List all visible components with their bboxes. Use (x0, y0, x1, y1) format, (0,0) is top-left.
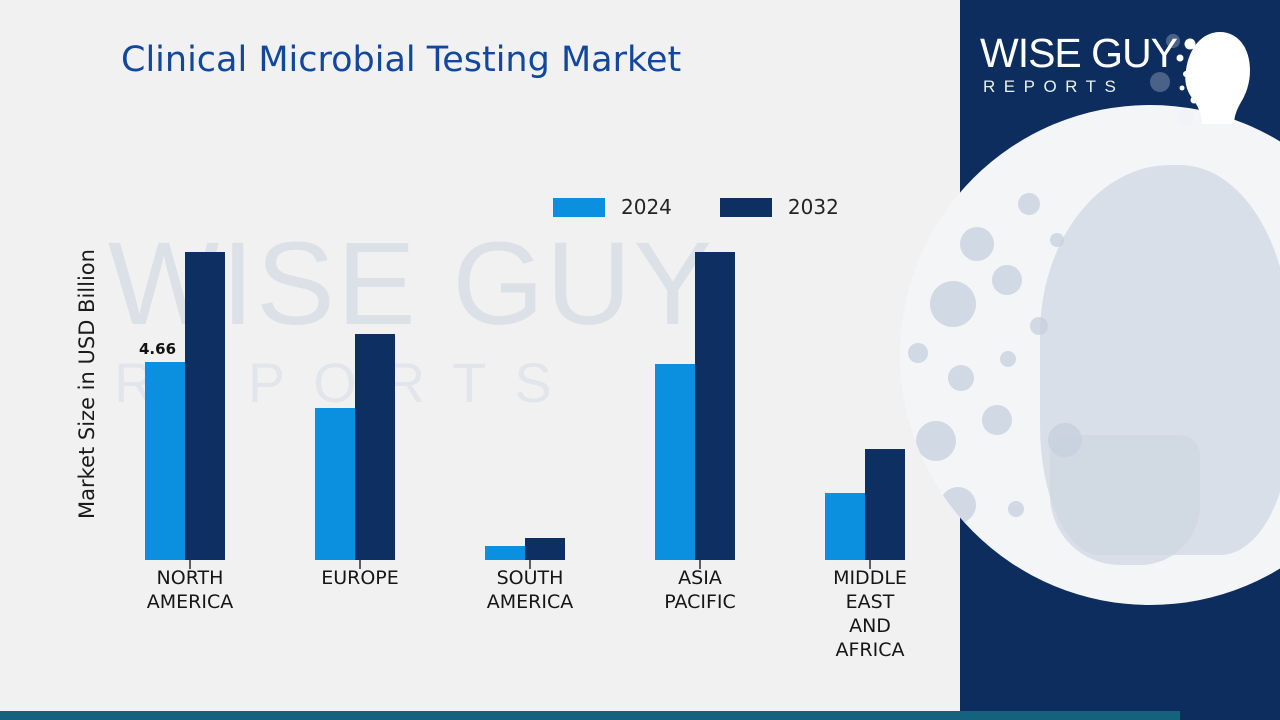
chart-legend: 2024 2032 (553, 195, 839, 219)
y-axis-label: Market Size in USD Billion (75, 249, 99, 519)
bar-2024-middle-east-and-africa[interactable] (825, 493, 865, 560)
brand-logo: WISE GUY REPORTS (980, 30, 1256, 124)
category-label-europe: EUROPE (321, 567, 399, 589)
plot-area: 4.66 NORTH AMERICA EUROPE (110, 180, 940, 661)
bar-chart: Market Size in USD Billion 2024 2032 4.6… (75, 180, 940, 661)
bars-asia-pacific (655, 252, 735, 560)
logo-head-icon (1176, 32, 1250, 124)
bar-group-north-america: 4.66 NORTH AMERICA (139, 180, 235, 613)
legend-label-2024: 2024 (621, 195, 672, 219)
category-label-north-america: NORTH AMERICA (146, 567, 234, 613)
x-tick-north-america (189, 560, 191, 569)
molecule-chin-shape (1050, 435, 1200, 565)
bar-2032-north-america[interactable] (185, 252, 225, 560)
bar-group-europe: EUROPE (315, 180, 405, 589)
bars-europe (315, 334, 395, 560)
molecule-pattern (900, 105, 1280, 605)
legend-swatch-2024 (553, 197, 605, 217)
legend-label-2032: 2032 (787, 195, 839, 219)
bar-group-middle-east-and-africa: MIDDLE EAST AND AFRICA (825, 180, 915, 661)
bar-2024-europe[interactable] (315, 408, 355, 560)
category-label-middle-east-and-africa: MIDDLE EAST AND AFRICA (833, 567, 907, 661)
logo-wordmark-primary: WISE GUY (980, 30, 1178, 76)
bar-2032-asia-pacific[interactable] (695, 252, 735, 560)
category-label-south-america: SOUTH AMERICA (486, 567, 574, 613)
x-tick-asia-pacific (699, 560, 701, 569)
logo-wordmark-secondary: REPORTS (983, 77, 1125, 96)
bars-south-america (485, 538, 565, 560)
bar-value-label-north-america-2024: 4.66 (139, 340, 177, 358)
x-tick-south-america (529, 560, 531, 569)
x-tick-europe (359, 560, 361, 569)
bar-group-asia-pacific: ASIA PACIFIC (655, 180, 745, 613)
category-label-asia-pacific: ASIA PACIFIC (664, 567, 736, 613)
x-tick-middle-east-and-africa (869, 560, 871, 569)
legend-item-2024[interactable]: 2024 (553, 195, 672, 219)
bar-2024-north-america[interactable] (145, 362, 185, 560)
bars-middle-east-and-africa (825, 449, 905, 560)
bar-2024-south-america[interactable] (485, 546, 525, 560)
page-title: Clinical Microbial Testing Market (121, 40, 682, 80)
bars-north-america (145, 252, 225, 560)
bottom-accent-strip (0, 711, 1180, 720)
white-circle-overlay (900, 105, 1280, 605)
legend-swatch-2032 (719, 197, 772, 217)
bar-group-south-america: SOUTH AMERICA (485, 180, 575, 613)
bar-2032-middle-east-and-africa[interactable] (865, 449, 905, 560)
bar-2024-asia-pacific[interactable] (655, 364, 695, 560)
bar-2032-europe[interactable] (355, 334, 395, 560)
bar-2032-south-america[interactable] (525, 538, 565, 560)
legend-item-2032[interactable]: 2032 (719, 195, 839, 219)
